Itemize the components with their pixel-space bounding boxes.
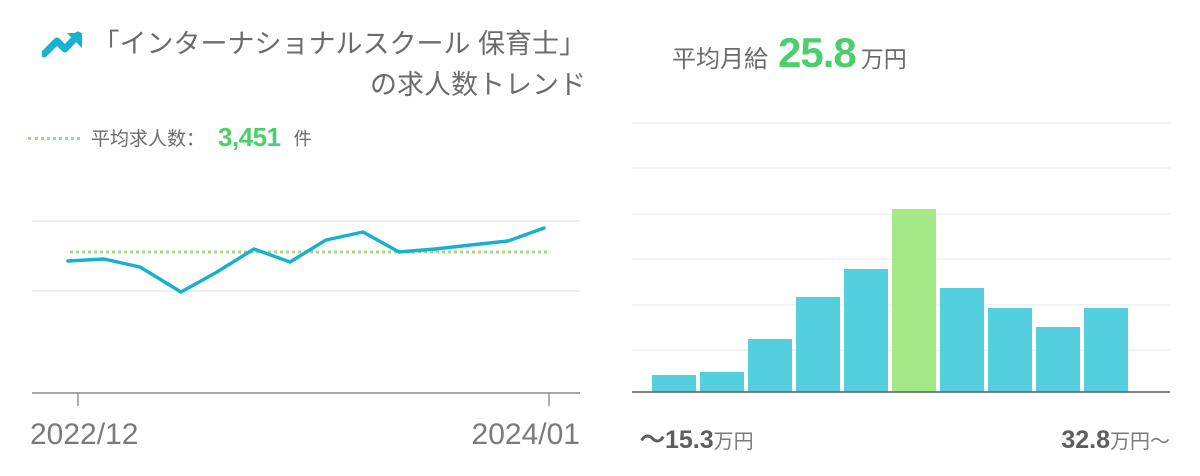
average-salary-value: 25.8 — [778, 29, 857, 76]
bar-highlight — [892, 209, 936, 392]
average-jobs-legend: 平均求人数： 3,451 件 — [28, 122, 312, 153]
page-title: 「インターナショナルスクール 保育士」 の求人数トレンド — [92, 29, 586, 100]
trend-line-series — [66, 226, 546, 294]
average-jobs-label: 平均求人数： — [91, 129, 206, 150]
average-salary-label: 平均月給 — [672, 46, 768, 73]
bar — [748, 339, 792, 392]
axis-label-max: 32.8万円〜 — [1061, 425, 1170, 455]
bar — [796, 297, 840, 392]
axis-label-max-unit: 万円〜 — [1110, 431, 1170, 453]
bar — [844, 269, 888, 392]
bar — [940, 288, 984, 392]
bar — [1036, 327, 1080, 392]
average-jobs-unit: 件 — [293, 128, 312, 149]
job-trend-panel: 「インターナショナルスクール 保育士」 の求人数トレンド 平均求人数： 3,45… — [26, 24, 586, 452]
bar — [652, 375, 696, 392]
salary-axis-labels: 〜15.3万円 32.8万円〜 — [640, 420, 1170, 456]
salary-distribution-bar-chart — [632, 122, 1170, 393]
axis-label-min: 〜15.3万円 — [640, 420, 754, 456]
trend-axis-labels: 2022/12 2024/01 — [30, 418, 580, 452]
dotted-line-marker-icon — [28, 137, 80, 140]
axis-label-max-value: 32.8 — [1061, 426, 1110, 454]
bar — [988, 308, 1032, 392]
bar — [1084, 308, 1128, 392]
axis-label-start: 2022/12 — [30, 418, 139, 451]
job-trend-line-chart — [32, 220, 580, 406]
trending-up-icon — [40, 30, 86, 65]
salary-distribution-panel: 平均月給 25.8 万円 〜15.3 — [600, 0, 1200, 476]
axis-label-end: 2024/01 — [471, 418, 580, 451]
axis-label-min-unit: 万円 — [713, 431, 754, 453]
average-salary-unit: 万円 — [860, 46, 907, 72]
average-jobs-value: 3,451 — [218, 122, 281, 152]
average-salary-header: 平均月給 25.8 万円 — [672, 32, 907, 74]
axis-label-min-value: 〜15.3 — [640, 426, 714, 454]
trend-title-row: 「インターナショナルスクール 保育士」 の求人数トレンド — [26, 24, 586, 106]
bar — [700, 372, 744, 392]
